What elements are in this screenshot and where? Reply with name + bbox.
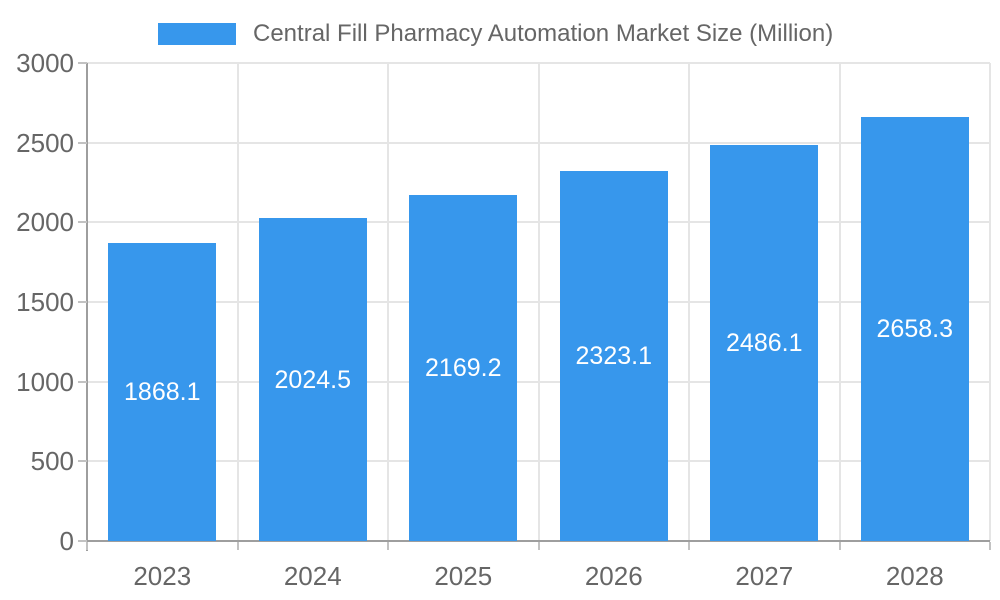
gridline-vertical xyxy=(989,63,991,541)
y-axis-tick xyxy=(78,540,87,542)
bar-value-label: 2169.2 xyxy=(425,354,502,383)
y-axis-tick-label: 1500 xyxy=(16,287,74,317)
y-axis-tick xyxy=(78,62,87,64)
x-axis-tick xyxy=(86,542,88,550)
gridline-vertical xyxy=(688,63,690,541)
bar[interactable] xyxy=(108,243,217,541)
bar-value-label: 2486.1 xyxy=(726,328,803,357)
x-axis-tick xyxy=(688,542,690,550)
legend-label: Central Fill Pharmacy Automation Market … xyxy=(253,20,834,47)
bar[interactable] xyxy=(559,170,668,541)
x-axis-category-label: 2023 xyxy=(133,561,192,591)
y-axis-tick xyxy=(78,301,87,303)
y-axis-tick xyxy=(78,221,87,224)
x-axis-category-label: 2025 xyxy=(434,561,493,591)
bar-value-label: 2024.5 xyxy=(274,365,351,394)
y-axis-tick xyxy=(78,380,87,383)
x-axis-category-label: 2026 xyxy=(584,561,643,591)
y-axis-tick-label: 2500 xyxy=(16,127,74,158)
y-axis-tick xyxy=(78,141,87,144)
y-axis-tick-label: 0 xyxy=(59,526,74,556)
chart-legend[interactable]: Central Fill Pharmacy Automation Market … xyxy=(158,21,833,47)
x-axis-tick xyxy=(838,542,841,550)
y-axis-tick-label: 1000 xyxy=(16,366,74,397)
gridline-vertical xyxy=(537,63,540,541)
x-axis-line xyxy=(86,540,990,542)
x-axis-category-label: 2024 xyxy=(283,561,342,591)
bar[interactable] xyxy=(409,195,518,541)
y-axis-tick-label: 3000 xyxy=(16,48,74,78)
legend-swatch xyxy=(158,23,236,45)
x-axis-category-label: 2028 xyxy=(885,561,944,591)
y-axis-tick-label: 500 xyxy=(30,446,74,477)
bar[interactable] xyxy=(258,218,367,541)
bar-value-label: 2323.1 xyxy=(575,341,652,370)
gridline-vertical xyxy=(236,63,239,541)
y-axis-line xyxy=(86,63,88,551)
x-axis-tick xyxy=(537,542,540,550)
x-axis-tick xyxy=(989,542,991,550)
bar[interactable] xyxy=(710,144,819,541)
gridline-vertical xyxy=(838,63,841,541)
bar-value-label: 1868.1 xyxy=(124,378,201,407)
gridline-vertical xyxy=(387,63,389,541)
y-axis-tick-label: 2000 xyxy=(16,207,74,238)
x-axis-tick xyxy=(236,542,239,550)
x-axis-category-label: 2027 xyxy=(735,561,794,591)
x-axis-tick xyxy=(387,542,389,550)
bar[interactable] xyxy=(860,117,969,541)
bar-value-label: 2658.3 xyxy=(876,315,953,344)
y-axis-tick xyxy=(78,460,87,463)
